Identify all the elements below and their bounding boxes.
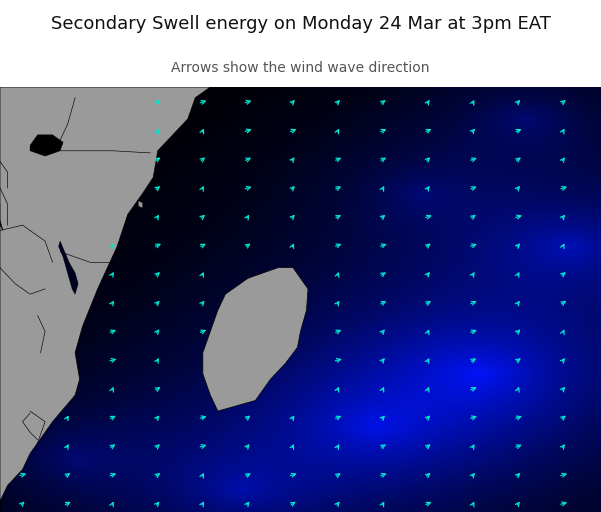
Text: Secondary Swell energy on Monday 24 Mar at 3pm EAT: Secondary Swell energy on Monday 24 Mar … (50, 15, 551, 33)
Polygon shape (58, 241, 78, 294)
Polygon shape (30, 135, 63, 156)
Polygon shape (203, 268, 308, 411)
Text: Arrows show the wind wave direction: Arrows show the wind wave direction (171, 61, 430, 75)
Polygon shape (0, 87, 210, 512)
Polygon shape (138, 201, 143, 208)
Polygon shape (0, 177, 3, 230)
